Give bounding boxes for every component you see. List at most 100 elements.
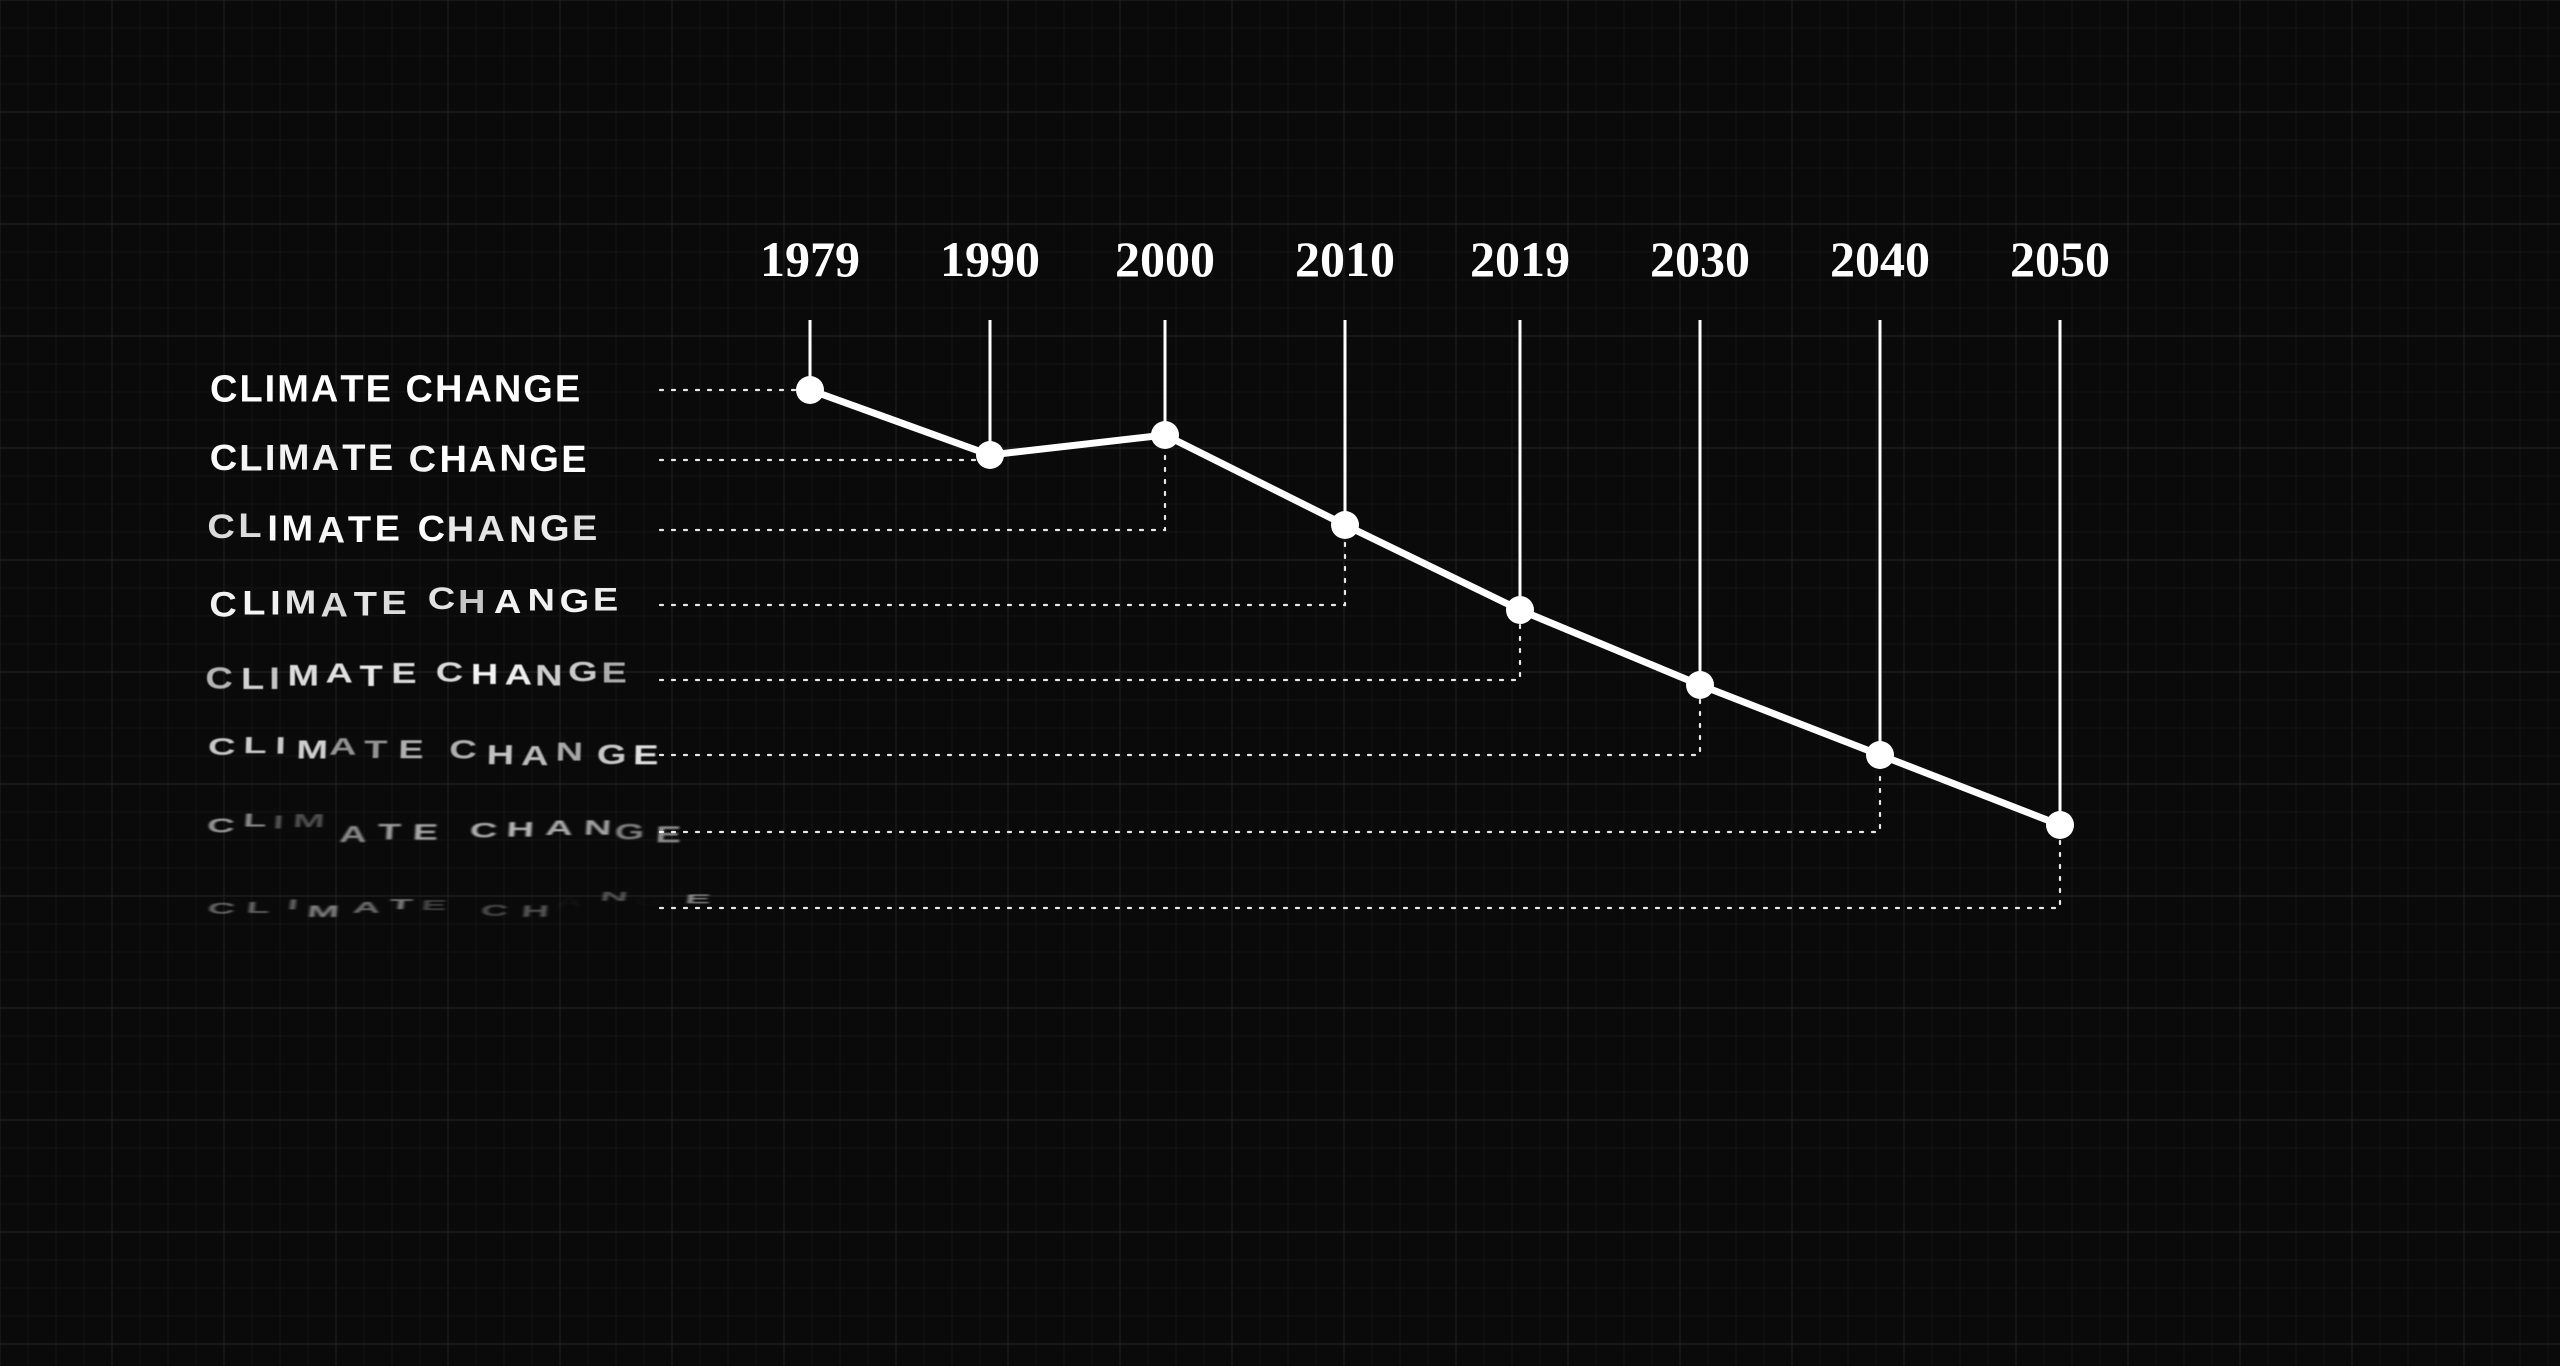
row-label-glyph: T xyxy=(360,660,389,693)
row-label-glyph: C xyxy=(205,662,238,697)
row-label-glyph xyxy=(396,439,409,481)
row-label-glyph: L xyxy=(242,585,270,623)
data-marker xyxy=(1151,421,1179,449)
row-label-glyph: E xyxy=(391,658,422,690)
year-label: 2010 xyxy=(1295,230,1395,288)
row-label-glyph: E xyxy=(655,822,692,848)
row-label-glyph: C xyxy=(210,438,240,479)
row-label-glyph: L xyxy=(241,662,270,697)
data-marker xyxy=(1866,741,1894,769)
row-label-glyph: E xyxy=(684,892,724,907)
row-label-glyph: G xyxy=(614,820,655,845)
row-label-glyph: N xyxy=(509,510,540,552)
row-label-glyph xyxy=(393,369,406,412)
row-label-glyph: E xyxy=(412,820,449,845)
row-label-glyph: L xyxy=(239,369,264,412)
year-label: 2040 xyxy=(1830,230,1930,288)
row-label-glyph: A xyxy=(312,438,342,479)
row-label-glyph: A xyxy=(311,369,340,412)
row-label-glyph: G xyxy=(560,584,595,621)
row-label-glyph: I xyxy=(267,509,281,549)
row-label-glyph: I xyxy=(265,438,278,479)
row-label-glyph: T xyxy=(342,438,368,479)
row-label-glyph: H xyxy=(486,740,522,771)
connector-dotted xyxy=(660,435,1165,530)
row-label-glyph: T xyxy=(348,510,375,551)
row-label-glyph: G xyxy=(568,657,604,688)
row-label-glyph: C xyxy=(207,508,238,547)
row-label-glyph: I xyxy=(265,369,278,412)
row-label-glyph: H xyxy=(447,510,478,551)
row-label-glyph: G xyxy=(633,894,677,909)
row-label: CLIMATE CHANGE xyxy=(210,584,624,627)
row-label-glyph: A xyxy=(321,586,353,625)
row-label-glyph: H xyxy=(435,369,464,412)
year-label: 1979 xyxy=(760,230,860,288)
row-label-glyph: M xyxy=(278,438,312,479)
row-label-glyph: C xyxy=(449,736,485,765)
row-label-glyph: E xyxy=(593,583,623,619)
row-label-glyph: C xyxy=(208,734,244,761)
connector-dotted xyxy=(660,525,1345,605)
row-label-glyph: H xyxy=(506,818,545,842)
row-label-glyph: A xyxy=(318,510,349,552)
row-label-glyph: E xyxy=(555,369,582,412)
row-label-glyph: A xyxy=(469,439,499,481)
row-label-glyph: A xyxy=(555,895,597,911)
year-label: 2000 xyxy=(1115,230,1215,288)
connector-dotted xyxy=(660,755,1880,832)
row-label-glyph: E xyxy=(381,585,411,623)
row-label-glyph: M xyxy=(306,903,352,921)
row-label-glyph: C xyxy=(480,902,522,920)
row-label-glyph: C xyxy=(418,510,449,551)
row-label-glyph: M xyxy=(285,585,322,623)
year-label: 1990 xyxy=(940,230,1040,288)
row-label-glyph: T xyxy=(377,820,412,845)
row-label-glyph: E xyxy=(375,509,404,550)
data-marker xyxy=(1506,596,1534,624)
row-label: CLIMATE CHANGE xyxy=(210,369,582,412)
row-label-glyph: E xyxy=(633,740,667,771)
row-label-glyph: L xyxy=(238,507,265,546)
row-label-glyph: T xyxy=(354,586,382,625)
row-label-glyph: H xyxy=(439,439,469,482)
row-label-glyph: A xyxy=(494,584,526,621)
row-label-glyph: C xyxy=(405,369,434,412)
year-label: 2050 xyxy=(2010,230,2110,288)
row-label-glyph: I xyxy=(269,662,286,697)
row-label-glyph: M xyxy=(277,369,311,412)
row-label-glyph: T xyxy=(364,736,396,765)
row-label-glyph: M xyxy=(293,811,336,832)
row-label: CLIMATE CHANGE xyxy=(210,659,638,702)
row-label-glyph: G xyxy=(540,509,573,550)
row-label-glyph: C xyxy=(206,900,248,917)
connector-dotted xyxy=(660,455,990,460)
row-label-glyph: E xyxy=(368,438,396,479)
row-label-glyph xyxy=(404,509,418,549)
row-label-glyph: N xyxy=(527,583,559,619)
row-label-glyph: N xyxy=(555,738,591,768)
data-marker xyxy=(796,376,824,404)
row-label-glyph: G xyxy=(523,369,555,412)
row-label-glyph: I xyxy=(272,812,294,833)
row-label-glyph: G xyxy=(597,740,635,771)
row-label-glyph: C xyxy=(206,815,245,838)
row-label-glyph: A xyxy=(329,734,365,761)
row-label-glyph: N xyxy=(494,369,523,412)
year-label: 2030 xyxy=(1650,230,1750,288)
row-label-glyph: A xyxy=(545,817,584,841)
connector-dotted xyxy=(660,825,2060,908)
row-label-glyph: I xyxy=(270,585,286,623)
year-label: 2019 xyxy=(1470,230,1570,288)
row-label-glyph: A xyxy=(352,899,394,916)
row-label-glyph: M xyxy=(288,660,326,693)
row-label-glyph: T xyxy=(340,369,365,412)
row-label-glyph: C xyxy=(409,439,439,481)
row-label-glyph: C xyxy=(209,586,241,625)
row-label-glyph: A xyxy=(521,741,557,773)
row-label-glyph: I xyxy=(275,733,294,760)
row-label: CLIMATE CHANGE xyxy=(210,887,722,930)
row-label-glyph: E xyxy=(366,369,393,412)
row-label-glyph: E xyxy=(397,736,431,765)
row-label-glyph: C xyxy=(436,657,469,688)
